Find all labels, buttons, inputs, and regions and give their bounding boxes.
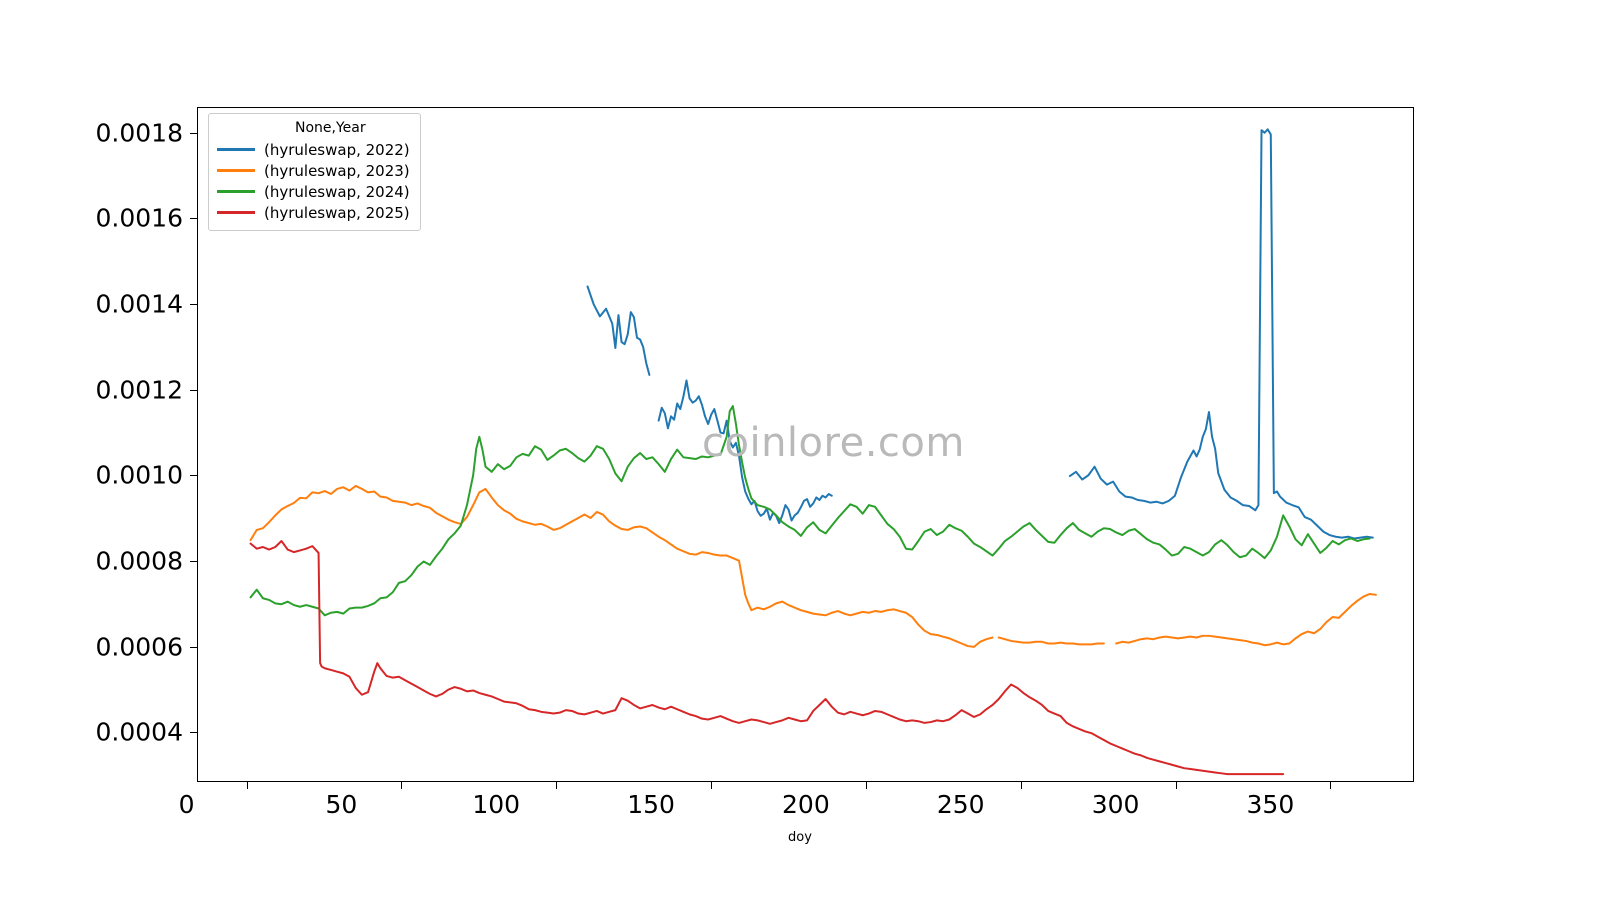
series-line <box>249 405 1371 617</box>
y-axis-tick-mark <box>190 732 197 734</box>
y-axis-tick-mark <box>190 560 197 563</box>
legend-item-label: (hyruleswap, 2023) <box>264 161 410 180</box>
legend-color-swatch <box>217 169 255 172</box>
y-axis-tick-mark <box>190 132 197 134</box>
legend-color-swatch <box>217 190 255 193</box>
series-line <box>997 636 1105 646</box>
plot-area <box>197 107 1414 782</box>
x-axis-tick-label: 300 <box>1091 790 1140 819</box>
legend-color-swatch <box>217 211 255 214</box>
x-axis-tick-label: 0 <box>178 790 195 819</box>
x-axis-tick-label: 100 <box>472 790 521 819</box>
x-axis-tick-label: 50 <box>325 790 358 819</box>
x-axis-tick-mark <box>1330 782 1332 789</box>
series-line <box>1115 592 1377 647</box>
x-axis-tick-label: 200 <box>782 790 830 819</box>
series-line <box>657 379 833 525</box>
y-axis-tick-mark <box>190 389 197 391</box>
series-line <box>586 285 651 376</box>
y-axis-tick-label: 0.0014 <box>95 289 183 319</box>
y-axis-tick-label: 0.0016 <box>95 203 183 233</box>
legend-title: None,Year <box>295 120 366 136</box>
legend-item[interactable]: (hyruleswap, 2023) <box>217 160 410 181</box>
legend-item[interactable]: (hyruleswap, 2022) <box>217 139 410 160</box>
y-axis-tick-label: 0.0006 <box>95 632 183 662</box>
y-axis-tick-mark <box>190 218 197 220</box>
series-line <box>249 540 1285 776</box>
y-axis-tick-label: 0.0012 <box>95 375 183 405</box>
y-axis-tick-label: 0.0008 <box>95 546 183 576</box>
series-line <box>249 484 994 648</box>
x-axis-tick-mark <box>556 782 558 789</box>
x-axis-tick-mark <box>246 782 248 789</box>
x-axis-tick-mark <box>1020 782 1022 789</box>
x-axis-label: doy <box>788 830 812 845</box>
x-axis-tick-mark <box>711 782 713 789</box>
x-axis-tick-mark <box>1175 782 1177 789</box>
x-axis-tick-mark <box>865 782 867 789</box>
legend-item-label: (hyruleswap, 2025) <box>264 203 410 222</box>
chart-series <box>249 540 1285 776</box>
y-axis-tick-mark <box>190 304 197 306</box>
chart-series <box>249 405 1371 617</box>
legend-item-label: (hyruleswap, 2022) <box>264 140 410 159</box>
y-axis-tick-label: 0.0010 <box>95 460 183 490</box>
chart-series <box>586 128 1374 540</box>
legend-color-swatch <box>217 148 255 151</box>
chart-legend: None,Year (hyruleswap, 2022) (hyruleswap,… <box>208 113 421 231</box>
chart-series <box>249 484 1377 648</box>
x-axis-tick-label: 250 <box>936 790 985 819</box>
y-axis-tick-mark <box>190 475 197 477</box>
legend-entries: (hyruleswap, 2022) (hyruleswap, 2023) (hyr… <box>217 139 410 223</box>
legend-item[interactable]: (hyruleswap, 2024) <box>217 181 410 202</box>
x-axis-tick-label: 350 <box>1246 790 1295 819</box>
legend-item-label: (hyruleswap, 2024) <box>264 182 410 201</box>
y-axis-tick-mark <box>190 646 197 648</box>
x-axis-tick-mark <box>401 782 403 789</box>
y-axis-tick-label: 0.0004 <box>95 717 183 747</box>
legend-item[interactable]: (hyruleswap, 2025) <box>217 202 410 223</box>
chart-lines <box>249 128 1377 776</box>
series-line <box>1068 128 1374 540</box>
x-axis-tick-label: 150 <box>627 790 675 819</box>
y-axis-tick-label: 0.0018 <box>95 118 183 148</box>
